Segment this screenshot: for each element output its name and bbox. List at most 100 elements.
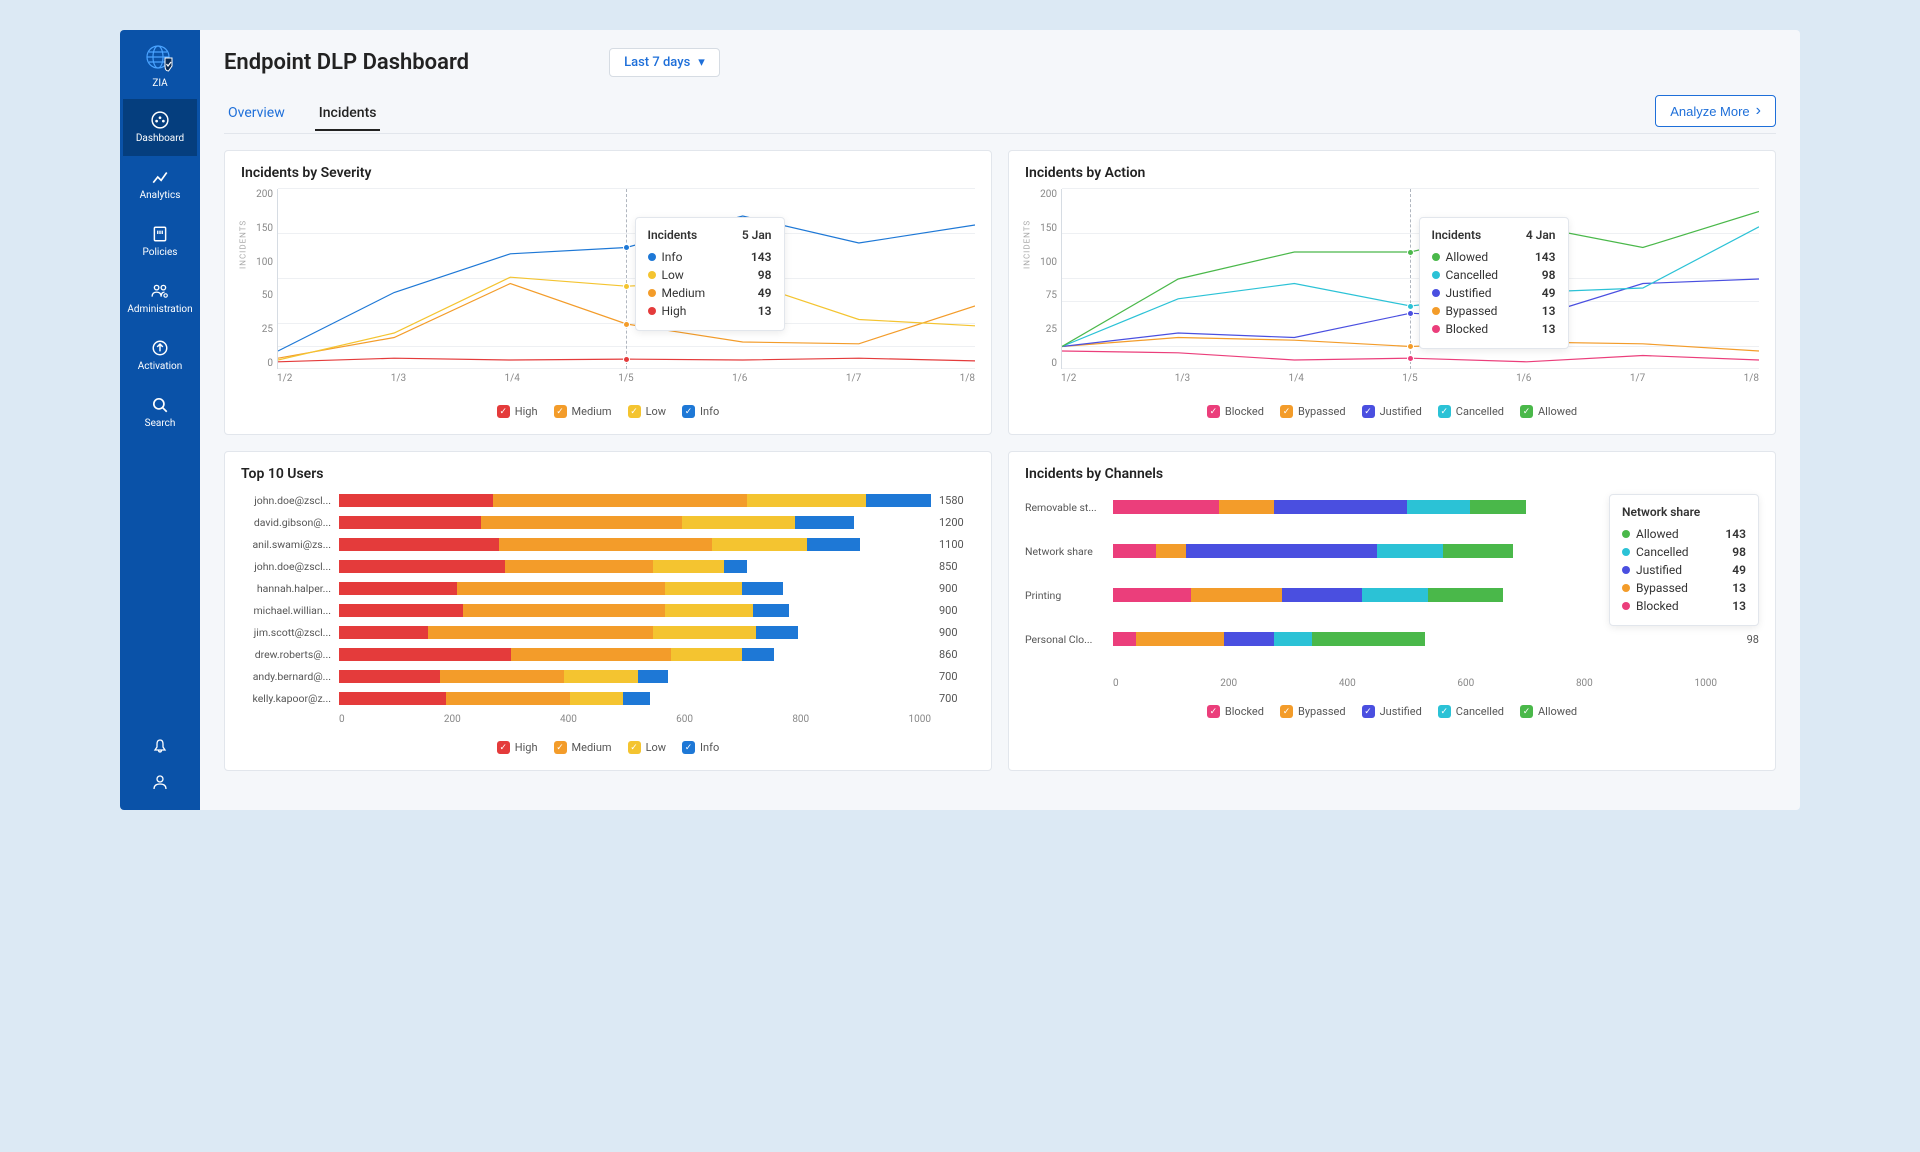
legend-label: Allowed xyxy=(1538,705,1577,718)
card-users: Top 10 Users john.doe@zscl...1580david.g… xyxy=(224,451,992,771)
card-title-action: Incidents by Action xyxy=(1025,165,1759,181)
user-label: michael.willian... xyxy=(247,604,339,617)
channel-bar[interactable] xyxy=(1113,632,1717,646)
channel-bar-row: Personal Clo...98 xyxy=(1025,630,1759,648)
legend-item-low[interactable]: ✓Low xyxy=(628,405,666,418)
legend-item-blocked[interactable]: ✓ Blocked xyxy=(1207,405,1264,418)
tab-overview[interactable]: Overview xyxy=(224,97,289,131)
user-bar[interactable] xyxy=(339,560,931,573)
user-bar-row: andy.bernard@...700 xyxy=(247,666,975,686)
legend-item-cancelled[interactable]: ✓Cancelled xyxy=(1438,705,1504,718)
channels-legend: ✓Blocked✓Bypassed✓Justified✓Cancelled✓Al… xyxy=(1025,699,1759,724)
checkbox-icon: ✓ xyxy=(1520,705,1533,718)
legend-label: Allowed xyxy=(1538,405,1577,418)
plot-area: Incidents5 JanInfo143Low98Medium49High13 xyxy=(277,189,975,369)
sidebar-item-label: Analytics xyxy=(140,190,181,201)
user-bar-row: drew.roberts@...860 xyxy=(247,644,975,664)
profile-button[interactable] xyxy=(120,764,200,800)
user-bar[interactable] xyxy=(339,538,931,551)
sidebar-item-search[interactable]: Search xyxy=(123,384,196,441)
user-bar[interactable] xyxy=(339,648,931,661)
user-bar[interactable] xyxy=(339,670,931,683)
legend-label: Justified xyxy=(1380,705,1422,718)
user-bar[interactable] xyxy=(339,626,931,639)
channel-total: 98 xyxy=(1717,633,1759,646)
legend-label: Medium xyxy=(572,741,612,754)
sidebar-item-activation[interactable]: Activation xyxy=(123,327,196,384)
x-ticks: 1/21/31/41/51/61/71/8 xyxy=(1061,373,1759,389)
sidebar-item-analytics[interactable]: Analytics xyxy=(123,156,196,213)
user-bar[interactable] xyxy=(339,604,931,617)
globe-shield-icon xyxy=(145,44,175,74)
legend-item-info[interactable]: ✓Info xyxy=(682,405,719,418)
legend-item-bypassed[interactable]: ✓Bypassed xyxy=(1280,405,1346,418)
plot-area: Incidents4 JanAllowed143Cancelled98Justi… xyxy=(1061,189,1759,369)
chart-tooltip: Incidents4 JanAllowed143Cancelled98Justi… xyxy=(1419,217,1569,349)
checkbox-icon: ✓ xyxy=(497,405,510,418)
notifications-button[interactable] xyxy=(120,728,200,764)
checkbox-icon: ✓ xyxy=(1438,705,1451,718)
channel-label: Printing xyxy=(1025,589,1113,602)
users-bar-chart: john.doe@zscl...1580david.gibson@...1200… xyxy=(247,490,975,725)
action-line-chart: INCIDENTS20015010075250Incidents4 JanAll… xyxy=(1061,189,1759,389)
legend-item-allowed[interactable]: ✓Allowed xyxy=(1520,405,1577,418)
user-total: 850 xyxy=(931,560,975,573)
legend-item-justified[interactable]: ✓Justified xyxy=(1362,705,1422,718)
user-bar[interactable] xyxy=(339,494,931,507)
dashboard-icon xyxy=(151,111,169,129)
user-bar-row: hannah.halper... 900 xyxy=(247,578,975,598)
search-icon xyxy=(151,396,169,414)
sidebar-item-label: Activation xyxy=(138,361,183,372)
sidebar-item-administration[interactable]: Administration xyxy=(123,270,196,327)
legend-item-high[interactable]: ✓ High xyxy=(497,405,538,418)
legend-item-allowed[interactable]: ✓ Allowed xyxy=(1520,705,1577,718)
legend-label: Blocked xyxy=(1225,405,1264,418)
user-label: hannah.halper... xyxy=(247,582,339,595)
legend-item-justified[interactable]: ✓Justified xyxy=(1362,405,1422,418)
legend-label: Blocked xyxy=(1225,705,1264,718)
user-bar[interactable] xyxy=(339,692,931,705)
legend-item-high[interactable]: ✓High xyxy=(497,741,538,754)
checkbox-icon: ✓ xyxy=(1207,405,1220,418)
user-bar-row: john.doe@zscl... 850 xyxy=(247,556,975,576)
legend-label: Low xyxy=(646,741,666,754)
legend-item-medium[interactable]: ✓Medium xyxy=(554,405,612,418)
legend-item-blocked[interactable]: ✓Blocked xyxy=(1207,705,1264,718)
analyze-more-button[interactable]: Analyze More xyxy=(1655,95,1776,127)
x-ticks: 1/21/31/41/51/61/71/8 xyxy=(277,373,975,389)
user-label: john.doe@zscl... xyxy=(247,494,339,507)
user-bar-row: david.gibson@...1200 xyxy=(247,512,975,532)
legend-label: Bypassed xyxy=(1298,705,1346,718)
checkbox-icon: ✓ xyxy=(1280,405,1293,418)
legend-item-medium[interactable]: ✓Medium xyxy=(554,741,612,754)
sidebar-item-label: Policies xyxy=(143,247,178,258)
sidebar-item-dashboard[interactable]: Dashboard xyxy=(123,99,196,156)
legend-item-low[interactable]: ✓Low xyxy=(628,741,666,754)
logo-label: ZIA xyxy=(152,78,167,89)
legend-item-info[interactable]: ✓Info xyxy=(682,741,719,754)
header: Endpoint DLP Dashboard Last 7 days xyxy=(224,48,1776,77)
legend-label: Info xyxy=(700,405,719,418)
tab-incidents[interactable]: Incidents xyxy=(315,97,381,131)
sidebar: ZIA Dashboard Analytics Policies Administra… xyxy=(120,30,200,810)
user-icon xyxy=(152,774,168,790)
severity-legend: ✓High✓Medium✓Low✓Info xyxy=(241,399,975,424)
sidebar-item-policies[interactable]: Policies xyxy=(123,213,196,270)
date-range-picker[interactable]: Last 7 days xyxy=(609,48,720,77)
user-bar[interactable] xyxy=(339,582,931,595)
analyze-more-label: Analyze More xyxy=(1670,104,1749,119)
date-range-label: Last 7 days xyxy=(624,55,690,70)
user-label: anil.swami@zs... xyxy=(247,538,339,551)
legend-item-bypassed[interactable]: ✓Bypassed xyxy=(1280,705,1346,718)
user-total: 900 xyxy=(931,582,975,595)
legend-item-cancelled[interactable]: ✓Cancelled xyxy=(1438,405,1504,418)
checkbox-icon: ✓ xyxy=(1362,405,1375,418)
user-label: jim.scott@zscl... xyxy=(247,626,339,639)
user-total: 700 xyxy=(931,692,975,705)
main-content: Endpoint DLP Dashboard Last 7 days Overv… xyxy=(200,30,1800,810)
sidebar-logo[interactable]: ZIA xyxy=(120,30,200,99)
legend-label: High xyxy=(515,405,538,418)
user-bar[interactable] xyxy=(339,516,931,529)
user-label: john.doe@zscl... xyxy=(247,560,339,573)
checkbox-icon: ✓ xyxy=(628,405,641,418)
